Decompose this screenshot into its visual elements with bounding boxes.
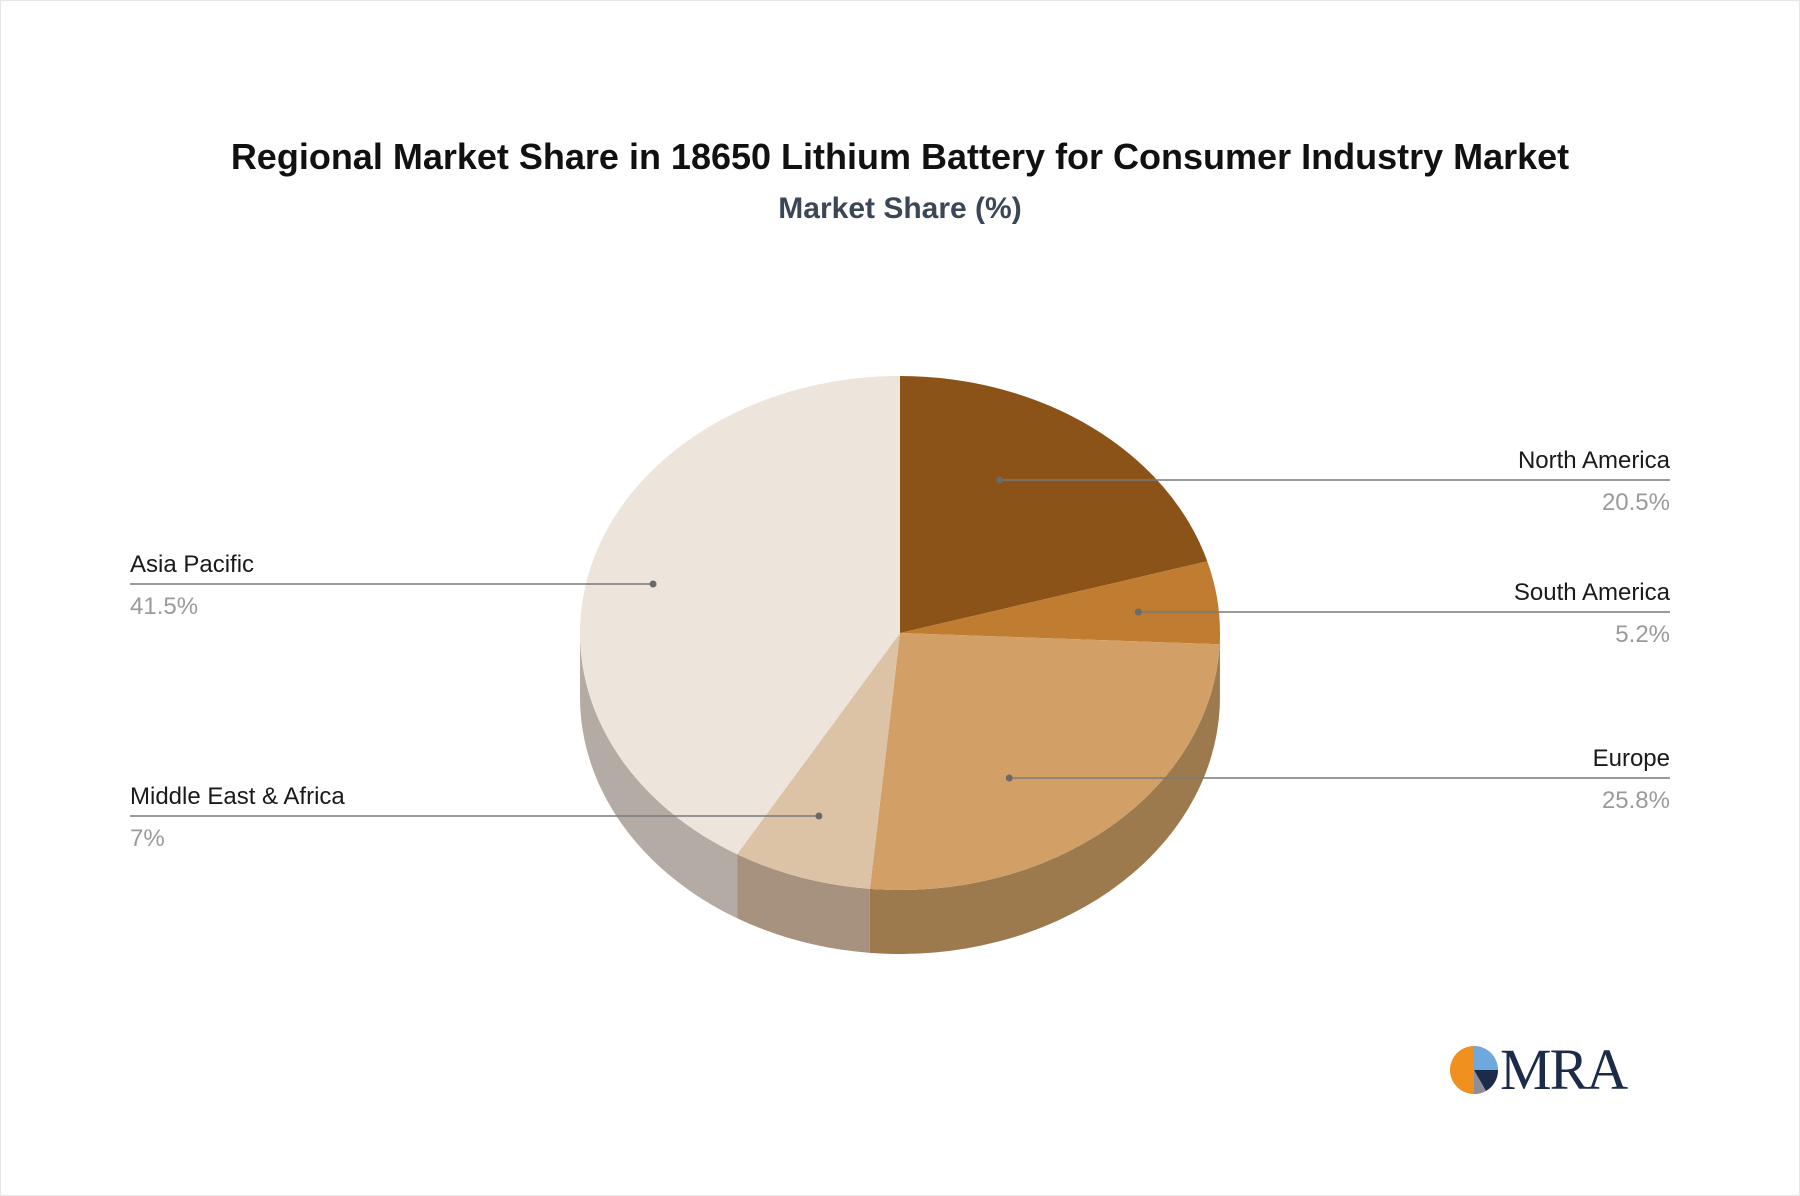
logo-icon bbox=[1450, 1046, 1499, 1095]
value-europe: 25.8% bbox=[1602, 787, 1670, 814]
leader-dot-middle-east-africa bbox=[815, 812, 823, 820]
pie-slice-middle-east-africa[interactable] bbox=[737, 633, 900, 889]
pie-slice-south-america[interactable] bbox=[900, 561, 1221, 645]
value-south-america: 5.2% bbox=[1615, 621, 1670, 648]
mra-logo: MRA bbox=[1448, 1037, 1648, 1102]
leader-dot-europe bbox=[1005, 774, 1013, 782]
leader-dot-south-america bbox=[1134, 608, 1142, 616]
label-europe: Europe bbox=[1593, 745, 1670, 772]
value-asia-pacific: 41.5% bbox=[130, 593, 198, 620]
label-middle-east-africa: Middle East & Africa bbox=[130, 783, 345, 810]
chart-title: Regional Market Share in 18650 Lithium B… bbox=[230, 136, 1570, 177]
pie-side-middle-east-africa bbox=[737, 854, 870, 953]
leader-dot-asia-pacific bbox=[649, 580, 657, 588]
pie-side-europe bbox=[869, 644, 1220, 954]
label-north-america: North America bbox=[1518, 447, 1671, 474]
value-middle-east-africa: 7% bbox=[130, 825, 165, 852]
pie-slice-north-america[interactable] bbox=[900, 376, 1208, 633]
pie-slice-asia-pacific[interactable] bbox=[580, 376, 900, 855]
pie-slice-europe[interactable] bbox=[869, 633, 1220, 890]
chart-subtitle: Market Share (%) bbox=[778, 192, 1022, 225]
logo-text: MRA bbox=[1500, 1037, 1628, 1102]
pie-side-asia-pacific bbox=[580, 633, 738, 919]
value-north-america: 20.5% bbox=[1602, 489, 1670, 516]
label-asia-pacific: Asia Pacific bbox=[130, 551, 254, 578]
label-south-america: South America bbox=[1514, 579, 1671, 606]
leader-dot-north-america bbox=[996, 476, 1004, 484]
